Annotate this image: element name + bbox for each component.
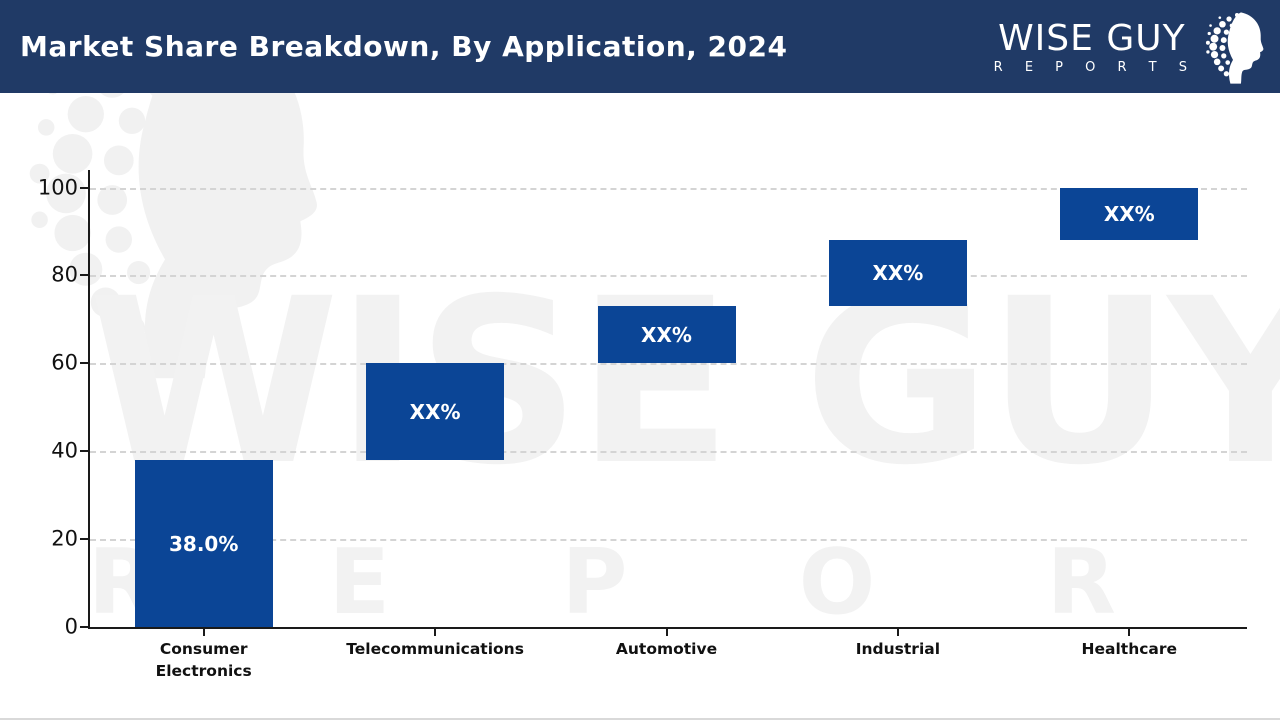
y-tick-mark xyxy=(80,626,88,628)
bar-value-label: XX% xyxy=(409,399,461,424)
y-tick-mark xyxy=(80,538,88,541)
y-tick-label: 20 xyxy=(51,526,78,551)
watermark-text-wiseguy: WISE GUY xyxy=(88,249,1280,515)
y-tick-mark xyxy=(80,362,88,365)
y-tick-mark xyxy=(80,450,88,453)
y-tick-mark xyxy=(80,186,88,189)
logo-name: WISE GUY xyxy=(998,18,1186,59)
bar-value-label: XX% xyxy=(641,322,692,347)
y-tick-label: 40 xyxy=(51,438,78,463)
gridline xyxy=(90,539,1247,542)
bar-telecommunications: XX% xyxy=(366,363,505,461)
y-tick-label: 100 xyxy=(37,175,78,200)
logo-subtitle: R E P O R T S xyxy=(993,60,1196,75)
y-tick-mark xyxy=(80,274,88,277)
gridline xyxy=(90,363,1247,366)
x-tick-mark xyxy=(202,627,205,636)
dotted-head-profile-icon xyxy=(1200,8,1266,88)
bar-industrial: XX% xyxy=(828,240,967,307)
plot-region xyxy=(88,170,1247,629)
bar-value-label: XX% xyxy=(1103,201,1155,226)
chart-title: Market Share Breakdown, By Application, … xyxy=(20,30,788,63)
x-category-label: Healthcare xyxy=(1081,640,1178,658)
x-category-label: Consumer Electronics xyxy=(155,640,252,680)
y-tick-label: 60 xyxy=(51,350,78,375)
gridline xyxy=(90,187,1247,190)
x-category-label: Automotive xyxy=(615,640,718,658)
bar-healthcare: XX% xyxy=(1060,187,1199,241)
x-tick-mark xyxy=(665,627,668,636)
wise-guy-reports-logo: WISE GUY R E P O R T S xyxy=(988,6,1266,90)
x-tick-mark xyxy=(1128,627,1131,636)
bar-automotive: XX% xyxy=(597,306,736,364)
bar-consumer-electronics: 38.0% xyxy=(134,460,273,627)
bar-value-label: XX% xyxy=(872,261,924,286)
watermark-text-reports: R E P O R T S xyxy=(88,530,1280,635)
x-tick-mark xyxy=(434,627,437,636)
y-tick-label: 80 xyxy=(51,262,78,287)
bar-value-label: 38.0% xyxy=(168,531,239,556)
gridline xyxy=(90,275,1247,278)
logo-text: WISE GUY R E P O R T S xyxy=(988,18,1196,76)
y-tick-label: 0 xyxy=(64,614,78,639)
x-category-label: Industrial xyxy=(855,640,941,658)
x-tick-mark xyxy=(896,627,899,636)
x-category-label: Telecommunications xyxy=(346,640,524,658)
gridline xyxy=(90,451,1247,454)
chart-header: Market Share Breakdown, By Application, … xyxy=(0,0,1280,93)
